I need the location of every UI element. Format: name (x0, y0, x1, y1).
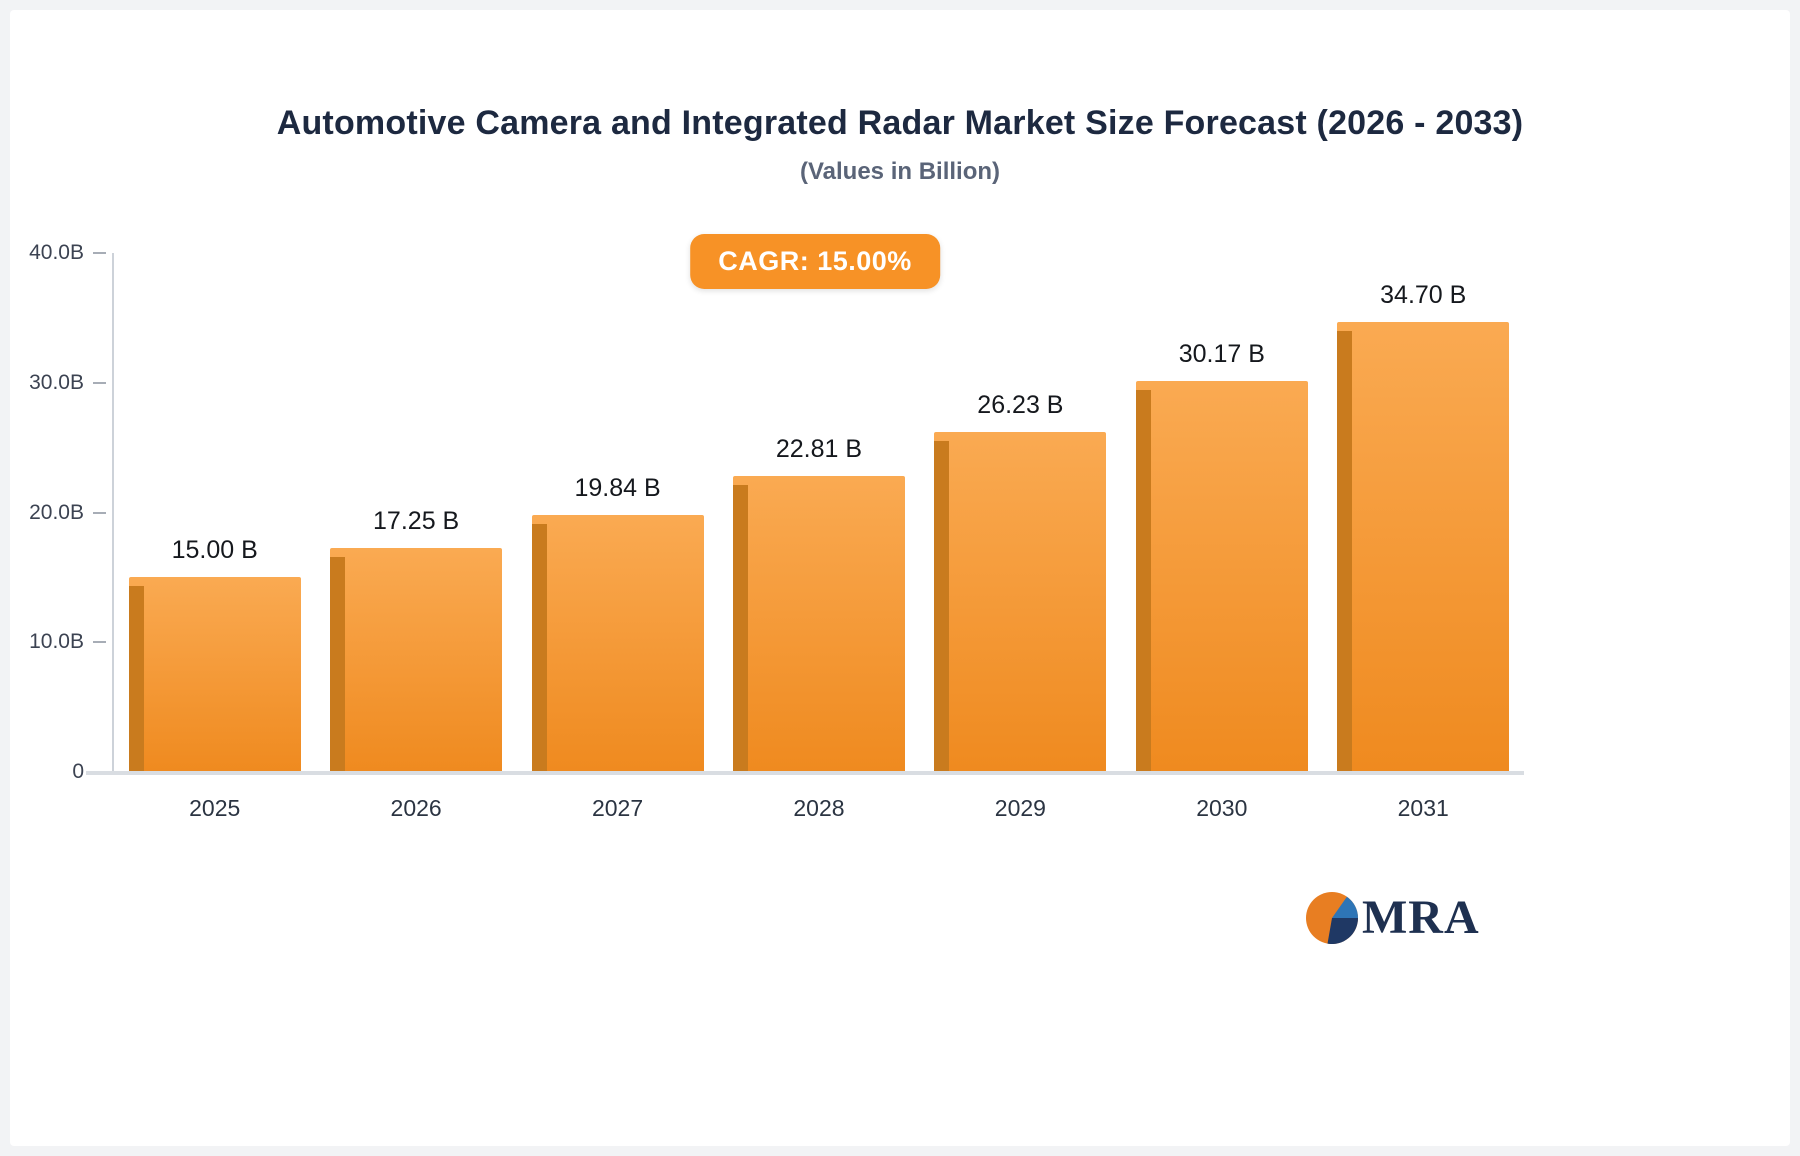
bar (732, 476, 905, 772)
bar-value-label: 30.17 B (1178, 339, 1265, 368)
bars-container: 15.00 B 2025 17.25 B 2026 19.84 B 2027 22.81 B… (114, 253, 1524, 821)
logo: MRA (1306, 892, 1480, 944)
bar (531, 514, 704, 773)
y-tick-label: 20.0B (29, 500, 84, 524)
plot-area: 0 10.0B 20.0B 30.0B 40.0B 15.00 B 2025 17.25 B… (29, 241, 1524, 821)
chart-subtitle: (Values in Billion) (799, 158, 1001, 185)
logo-pie-icon (1306, 892, 1358, 944)
bar-group: 22.81 B 2028 (732, 253, 905, 821)
y-tick-mark (93, 641, 106, 644)
bar-group: 30.17 B 2030 (1135, 253, 1308, 821)
x-axis-label: 2031 (1397, 795, 1449, 821)
bar-group: 19.84 B 2027 (531, 253, 704, 821)
cagr-badge: CAGR: 15.00% (690, 234, 940, 289)
bar-group: 34.70 B 2031 (1337, 253, 1510, 821)
y-tick: 20.0B (0, 501, 106, 525)
y-tick: 10.0B (0, 630, 106, 654)
x-axis-line (86, 771, 1524, 775)
bar (1135, 380, 1308, 773)
y-tick-label: 40.0B (29, 241, 84, 264)
bar-group: 26.23 B 2029 (934, 253, 1107, 821)
x-axis-label: 2026 (390, 795, 442, 821)
bar-value-label: 17.25 B (373, 507, 460, 536)
y-tick-mark (93, 381, 106, 384)
x-axis-label: 2028 (793, 795, 845, 821)
bar (128, 577, 301, 772)
bar (934, 431, 1107, 773)
y-tick-label: 0 (72, 760, 84, 783)
bar-value-label: 19.84 B (574, 473, 661, 502)
logo-text: MRA (1362, 891, 1480, 944)
bar (330, 548, 503, 772)
bar-value-label: 15.00 B (171, 536, 258, 565)
bar-group: 17.25 B 2026 (330, 253, 503, 821)
y-tick-label: 10.0B (29, 630, 84, 654)
y-tick: 30.0B (0, 371, 106, 395)
bar-group: 15.00 B 2025 (128, 253, 301, 821)
y-tick-mark (93, 252, 106, 254)
y-axis: 0 10.0B 20.0B 30.0B 40.0B (29, 241, 1524, 783)
bar-value-label: 34.70 B (1380, 280, 1467, 309)
x-axis-label: 2027 (591, 795, 644, 821)
x-axis-label: 2030 (1196, 795, 1248, 821)
chart-title: Automotive Camera and Integrated Radar M… (276, 104, 1524, 142)
bar (1337, 321, 1510, 773)
y-tick-label: 30.0B (29, 370, 84, 394)
x-axis-label: 2029 (994, 795, 1046, 821)
y-tick: 40.0B (0, 241, 106, 265)
y-tick-mark (93, 511, 106, 514)
bar-value-label: 26.23 B (977, 390, 1064, 419)
chart-card: Automotive Camera and Integrated Radar M… (10, 10, 1790, 1146)
bar-value-label: 22.81 B (775, 435, 863, 464)
x-axis-label: 2025 (189, 795, 241, 821)
